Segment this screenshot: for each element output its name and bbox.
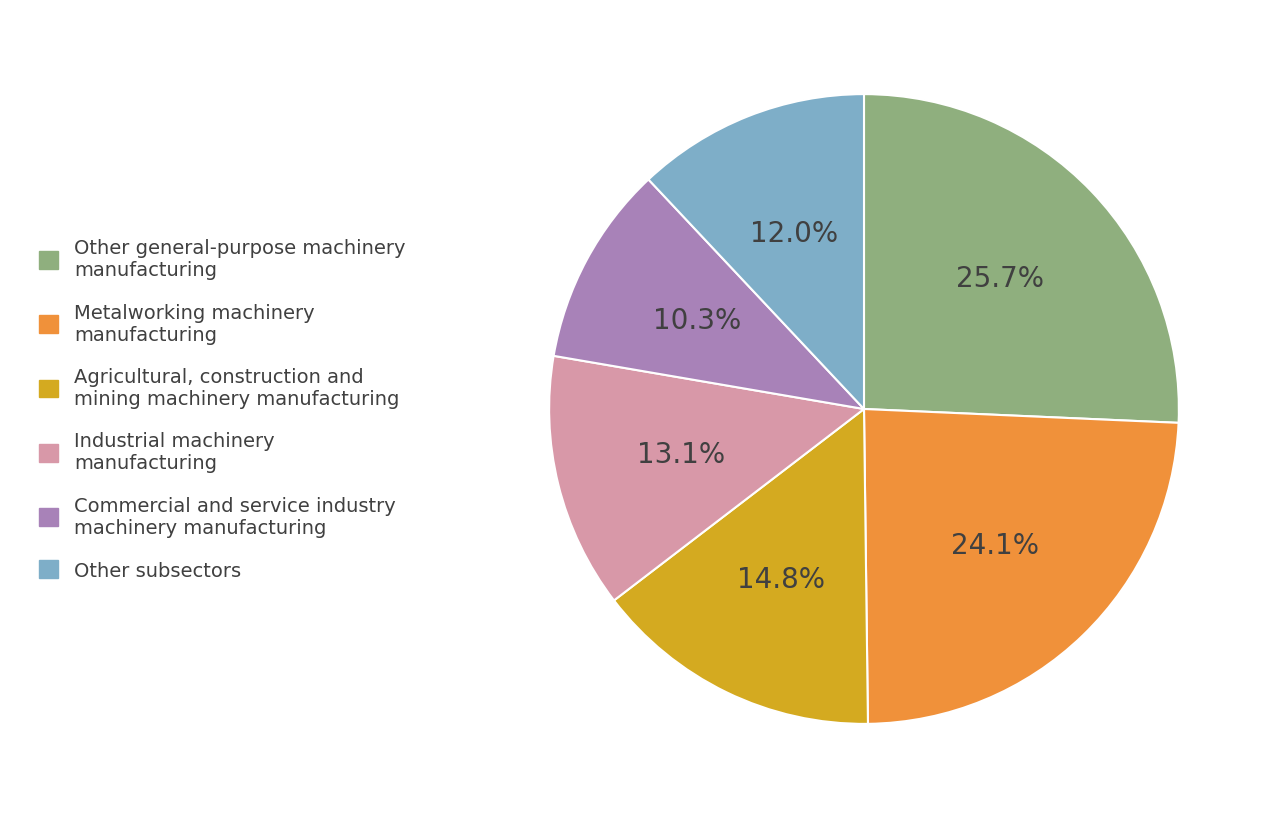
Text: 12.0%: 12.0%	[750, 220, 838, 248]
Text: 14.8%: 14.8%	[737, 565, 826, 593]
Text: 13.1%: 13.1%	[636, 441, 724, 468]
Wedge shape	[864, 95, 1179, 423]
Text: 24.1%: 24.1%	[951, 531, 1039, 559]
Wedge shape	[614, 410, 868, 724]
Wedge shape	[549, 356, 864, 600]
Wedge shape	[864, 410, 1179, 724]
Wedge shape	[649, 95, 864, 410]
Legend: Other general-purpose machinery
manufacturing, Metalworking machinery
manufactur: Other general-purpose machinery manufact…	[29, 229, 415, 590]
Text: 25.7%: 25.7%	[956, 265, 1044, 293]
Wedge shape	[554, 180, 864, 410]
Text: 10.3%: 10.3%	[654, 306, 741, 334]
